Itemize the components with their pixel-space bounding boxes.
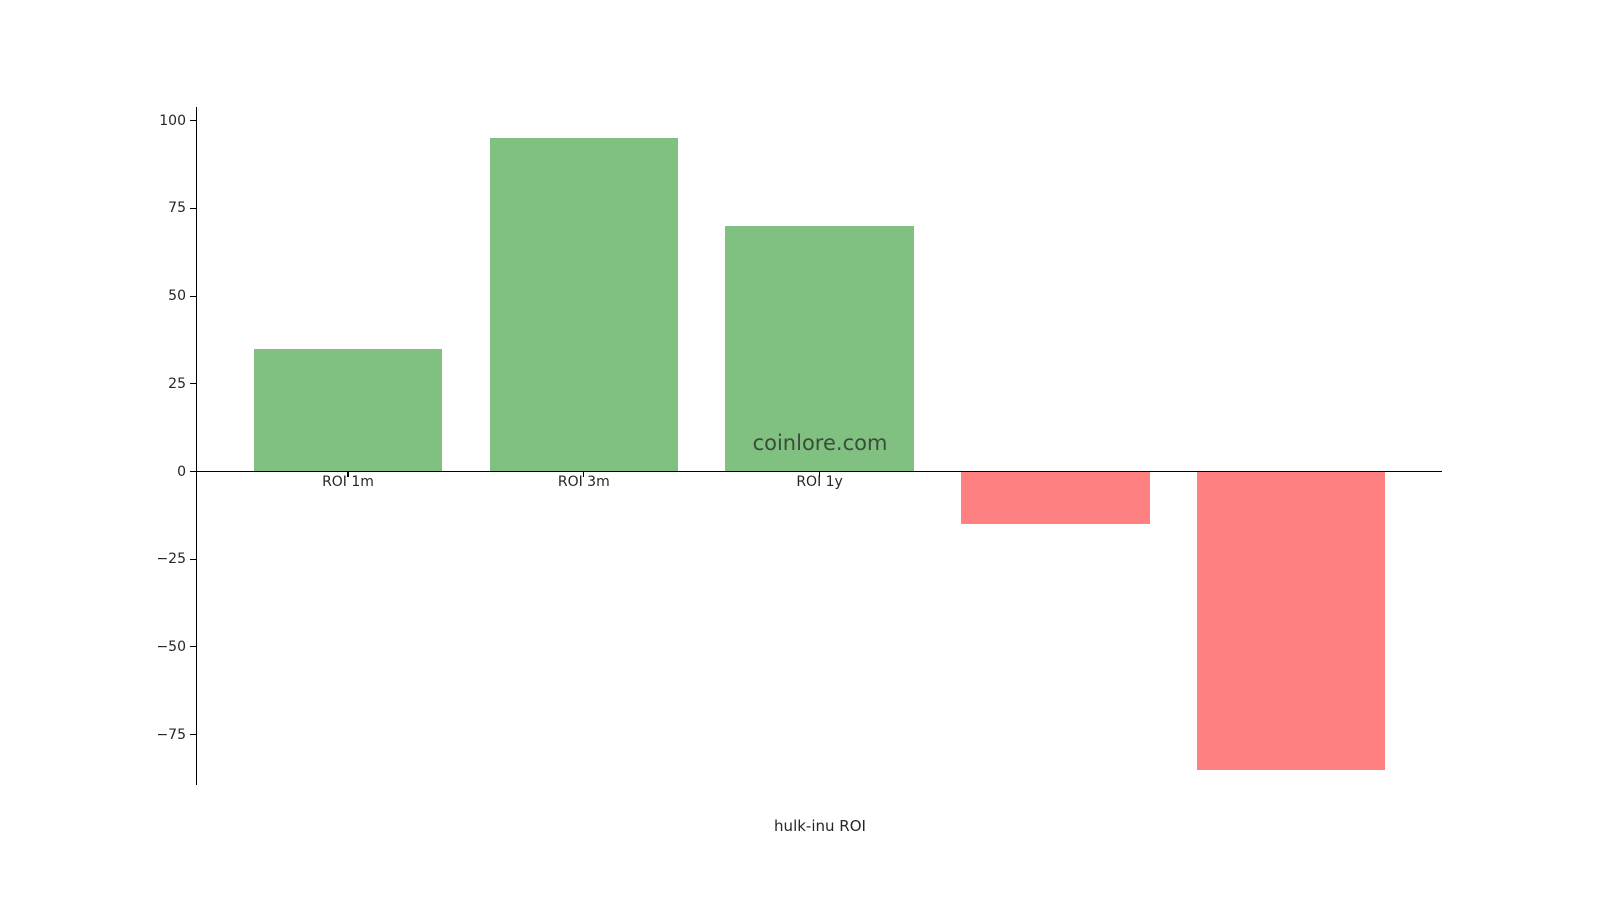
bar-bar-4: [961, 471, 1150, 525]
bar-bar-5: [1196, 471, 1386, 770]
chart-title: hulk-inu ROI: [774, 817, 866, 835]
y-axis-spine: [196, 107, 198, 785]
y-tick: [190, 120, 196, 122]
y-tick-label: −75: [156, 726, 186, 743]
y-tick-label: 50: [168, 288, 186, 305]
y-tick-label: −25: [156, 551, 186, 568]
y-tick: [190, 383, 196, 385]
watermark-text: coinlore.com: [752, 431, 888, 455]
bar-roi-3m: [489, 138, 679, 472]
x-axis-line: [197, 470, 1442, 473]
y-tick: [190, 207, 196, 210]
bar-roi-1m: [253, 348, 443, 472]
y-tick: [190, 295, 196, 297]
y-tick-label: 75: [168, 200, 186, 217]
x-tick: [347, 471, 349, 477]
y-tick-label: 25: [168, 375, 186, 392]
x-tick-label: ROI 1y: [796, 473, 843, 490]
y-tick: [190, 733, 196, 736]
y-tick: [190, 470, 196, 473]
y-tick-label: −50: [156, 638, 186, 655]
y-tick: [190, 558, 196, 560]
x-tick: [819, 471, 821, 477]
bar-roi-1y: [725, 226, 914, 472]
y-tick-label: 100: [159, 112, 186, 129]
x-tick-label: ROI 1m: [322, 473, 374, 490]
x-tick: [583, 471, 585, 477]
y-tick-label: 0: [177, 463, 186, 480]
y-tick: [190, 646, 196, 648]
x-tick-label: ROI 3m: [557, 473, 610, 490]
